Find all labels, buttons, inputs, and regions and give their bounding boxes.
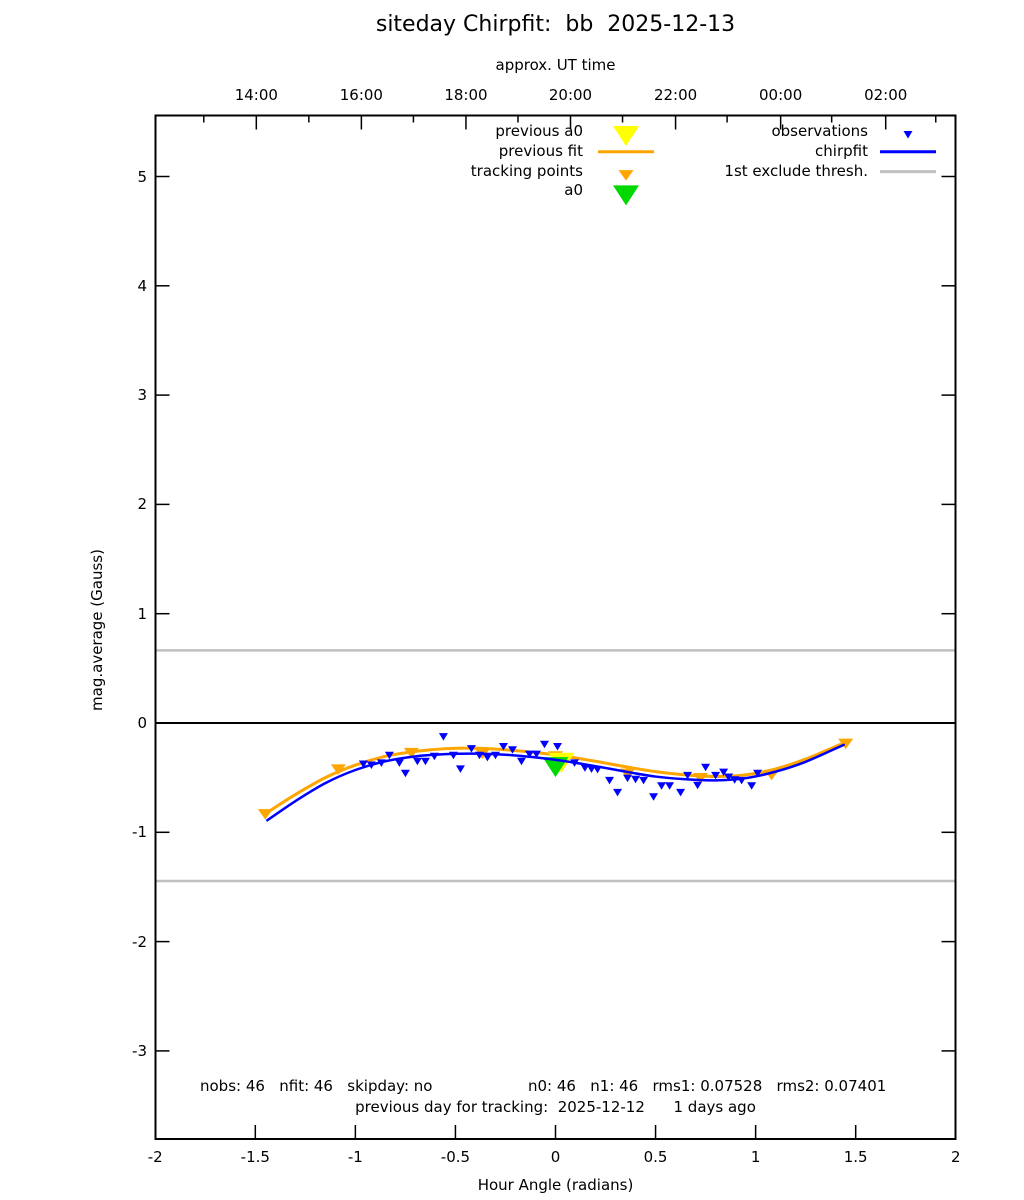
- tracking-point-marker: [257, 809, 273, 820]
- left-tick-label: 5: [137, 167, 147, 186]
- observation-marker: [448, 751, 458, 760]
- observation-marker: [580, 764, 590, 772]
- bottom-tick-label: -1: [347, 1148, 363, 1166]
- legend-marker-sample: [903, 131, 913, 139]
- observation-marker: [553, 742, 563, 751]
- observation-marker: [719, 768, 729, 777]
- tracking-point-marker: [330, 764, 346, 775]
- observation-marker: [531, 750, 541, 759]
- bottom-tick-label: 1.5: [843, 1148, 868, 1166]
- top-tick-label: 20:00: [548, 86, 593, 104]
- observation-marker: [676, 788, 686, 797]
- stats-previous-day: previous day for tracking: 2025-12-12 1 …: [355, 1098, 756, 1116]
- observation-marker: [507, 746, 517, 754]
- a0-marker: [542, 757, 569, 778]
- observation-marker: [400, 769, 410, 778]
- observation-marker: [639, 776, 649, 785]
- observation-marker: [737, 776, 747, 785]
- left-tick-label: -1: [132, 823, 147, 842]
- observation-marker: [466, 745, 476, 753]
- observation-marker: [605, 776, 615, 785]
- observation-marker: [498, 742, 508, 751]
- observation-marker: [524, 750, 534, 759]
- plot-frame: [154, 114, 957, 1140]
- stats-rms: n0: 46 n1: 46 rms1: 0.07528 rms2: 0.0740…: [528, 1077, 887, 1095]
- observation-marker: [587, 765, 597, 773]
- observation-marker: [490, 751, 500, 760]
- left-tick-label: -2: [132, 932, 147, 951]
- top-tick-label: 14:00: [234, 86, 278, 104]
- observation-marker: [358, 760, 368, 768]
- left-tick-label: 4: [137, 276, 147, 295]
- observation-marker: [570, 759, 580, 767]
- observation-marker: [420, 757, 430, 766]
- bottom-tick-label: -0.5: [440, 1148, 471, 1166]
- bottom-tick-label: 0: [550, 1148, 561, 1166]
- legend-label: observations: [771, 122, 868, 140]
- top-axis-label: approx. UT time: [495, 56, 616, 74]
- observation-marker: [455, 765, 465, 773]
- chart-title: siteday Chirpfit: bb 2025-12-13: [375, 12, 736, 37]
- x-axis-label: Hour Angle (radians): [477, 1176, 634, 1194]
- tracking-point-marker: [403, 747, 419, 759]
- observation-marker: [384, 751, 394, 760]
- observation-marker: [429, 752, 439, 761]
- observation-marker: [649, 793, 659, 801]
- observation-marker: [412, 757, 422, 766]
- bottom-tick-label: -1.5: [240, 1148, 270, 1166]
- top-tick-label: 00:00: [759, 86, 803, 104]
- legend-label: chirpfit: [815, 141, 868, 160]
- top-tick-label: 16:00: [339, 86, 383, 104]
- stats-counts: nobs: 46 nfit: 46 skipday: no: [200, 1077, 433, 1095]
- legend-label: 1st exclude thresh.: [724, 161, 868, 180]
- left-tick-label: -3: [132, 1041, 147, 1060]
- observation-marker: [366, 761, 376, 770]
- observation-marker: [693, 781, 703, 790]
- legend-marker-sample: [613, 185, 639, 206]
- observation-marker: [516, 757, 526, 766]
- observation-marker: [438, 733, 448, 741]
- left-tick-label: 0: [137, 714, 147, 732]
- top-tick-label: 02:00: [864, 86, 908, 104]
- bottom-tick-label: 0.5: [643, 1148, 668, 1166]
- observation-marker: [747, 782, 757, 790]
- observation-marker: [593, 765, 603, 774]
- legend-label: previous a0: [495, 122, 583, 140]
- left-tick-label: 1: [137, 604, 147, 623]
- observation-marker: [394, 759, 404, 767]
- left-tick-label: 2: [137, 495, 147, 514]
- observation-marker: [613, 788, 623, 797]
- observation-marker: [683, 771, 693, 780]
- observation-marker: [753, 769, 763, 778]
- left-tick-label: 3: [137, 386, 147, 405]
- observation-marker: [724, 773, 734, 782]
- legend-label: previous fit: [498, 141, 583, 160]
- observation-marker: [482, 753, 492, 762]
- observation-marker: [730, 776, 740, 784]
- top-tick-label: 22:00: [653, 86, 698, 104]
- observation-marker: [631, 775, 641, 784]
- observation-marker: [539, 740, 549, 749]
- tracking-point-marker: [693, 773, 709, 784]
- legend-marker-sample: [613, 126, 639, 146]
- tracking-point-marker: [838, 738, 854, 750]
- observation-marker: [623, 774, 633, 783]
- observation-marker: [376, 759, 386, 767]
- bottom-tick-label: 2: [950, 1148, 961, 1166]
- bottom-tick-label: 1: [750, 1148, 761, 1166]
- legend-label: a0: [564, 181, 583, 200]
- top-tick-label: 18:00: [444, 86, 488, 104]
- observation-marker: [701, 763, 711, 772]
- observation-marker: [711, 771, 721, 780]
- observation-marker: [474, 751, 484, 760]
- bottom-tick-label: -2: [147, 1148, 163, 1166]
- observation-marker: [665, 782, 675, 790]
- observation-marker: [657, 782, 667, 790]
- legend-label: tracking points: [470, 161, 583, 180]
- legend-marker-sample: [618, 170, 634, 181]
